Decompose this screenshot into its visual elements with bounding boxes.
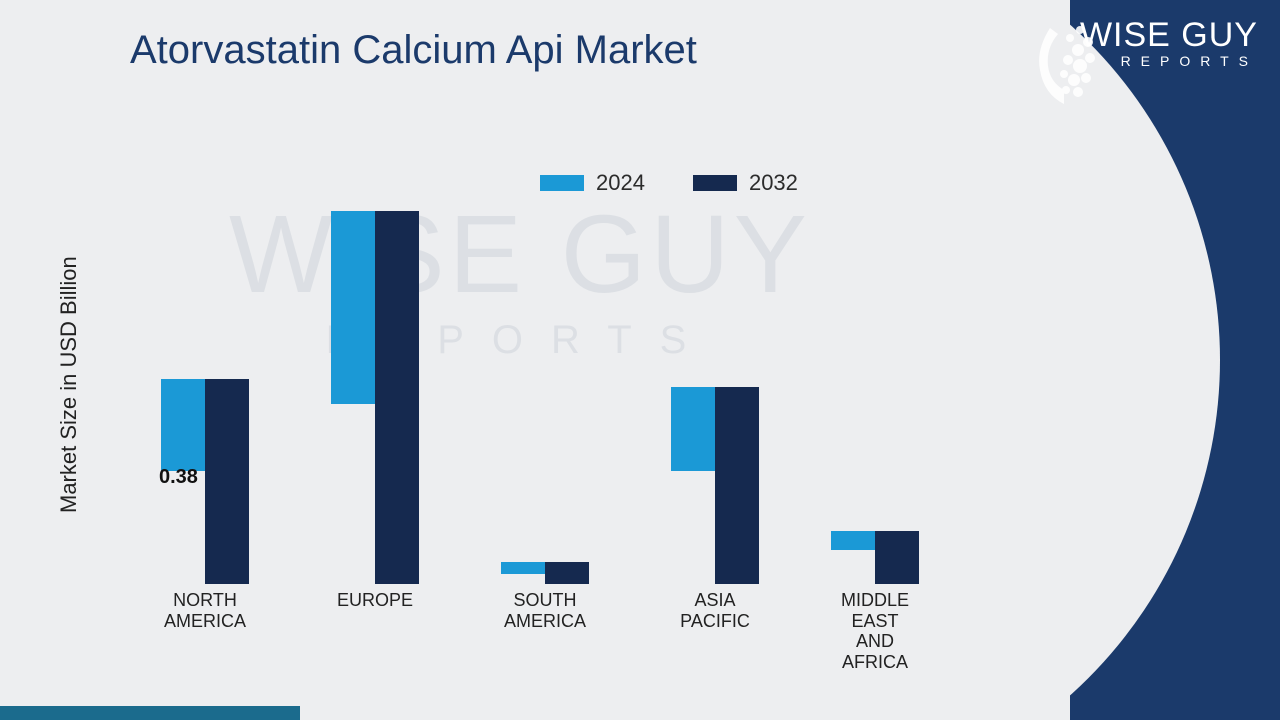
logo-line1: WISE GUY xyxy=(1080,16,1258,54)
x-axis-label: NORTHAMERICA xyxy=(135,590,275,631)
bar-group xyxy=(645,387,785,584)
bar-group xyxy=(135,379,275,584)
logo-line2: REPORTS xyxy=(1080,54,1258,68)
bar-group xyxy=(475,562,615,584)
bar xyxy=(875,531,919,584)
legend-swatch-2032 xyxy=(693,175,737,191)
brand-sidebar xyxy=(1070,0,1280,720)
bar xyxy=(715,387,759,584)
bar xyxy=(161,379,205,470)
chart-title: Atorvastatin Calcium Api Market xyxy=(130,28,697,73)
x-axis-label: ASIAPACIFIC xyxy=(645,590,785,631)
bar-chart: 0.38 xyxy=(110,200,930,585)
bar xyxy=(831,531,875,550)
x-axis-label: SOUTHAMERICA xyxy=(475,590,615,631)
legend: 2024 2032 xyxy=(540,170,798,196)
x-axis-label: EUROPE xyxy=(305,590,445,611)
x-axis-labels: NORTHAMERICA EUROPE SOUTHAMERICA ASIAPACIFI… xyxy=(110,590,930,690)
chart-canvas: WISE GUY REPORTS Atorvastatin Calcium Ap… xyxy=(0,0,1280,720)
bar-group xyxy=(305,211,445,584)
bar xyxy=(501,562,545,574)
bar-group xyxy=(805,531,945,584)
y-axis-label: Market Size in USD Billion xyxy=(56,190,82,580)
brand-logo: WISE GUY REPORTS xyxy=(1080,18,1258,68)
bar-value-label: 0.38 xyxy=(159,466,198,489)
legend-label-2032: 2032 xyxy=(749,170,798,196)
legend-swatch-2024 xyxy=(540,175,584,191)
footer-accent-bar xyxy=(0,706,300,720)
bar xyxy=(331,211,375,404)
legend-item-2024: 2024 xyxy=(540,170,645,196)
bar xyxy=(671,387,715,471)
legend-label-2024: 2024 xyxy=(596,170,645,196)
bar xyxy=(545,562,589,584)
x-axis-label: MIDDLEEASTANDAFRICA xyxy=(805,590,945,673)
bar xyxy=(205,379,249,584)
bar xyxy=(375,211,419,584)
legend-item-2032: 2032 xyxy=(693,170,798,196)
